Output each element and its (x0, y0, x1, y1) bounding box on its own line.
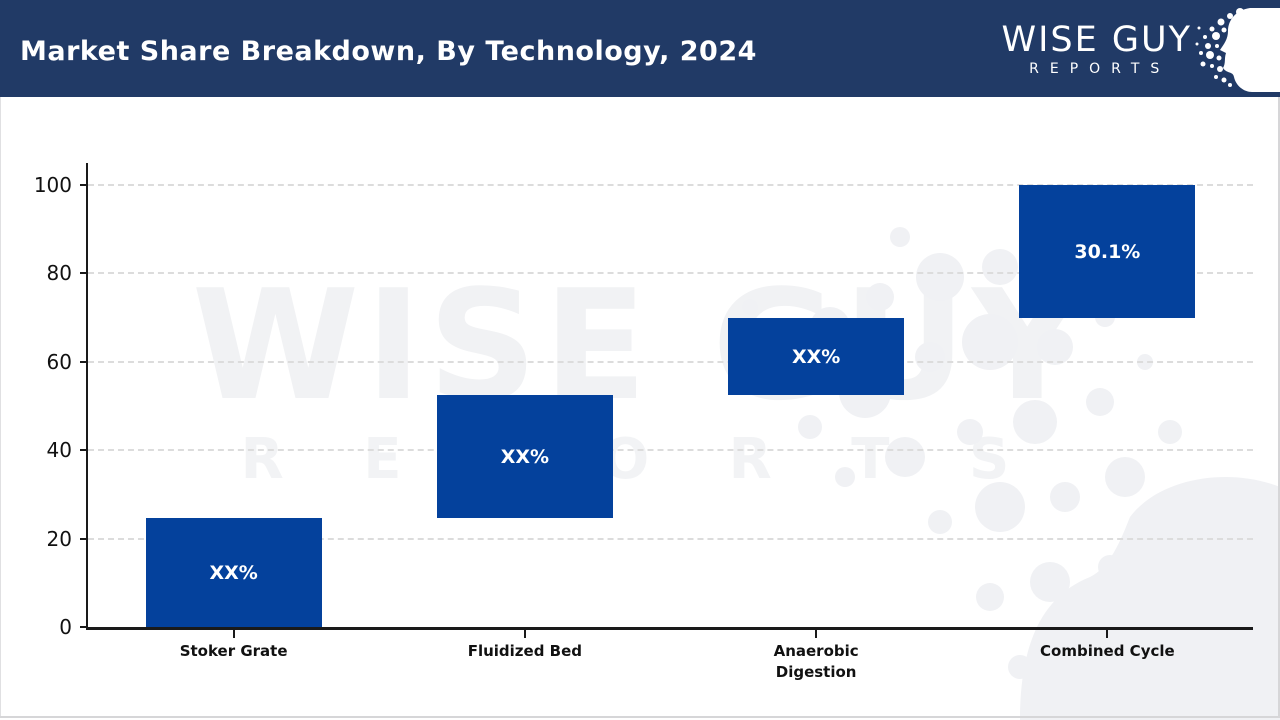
page-border-right (1278, 97, 1280, 718)
y-axis-tick-label: 60 (46, 349, 72, 374)
gridline-y100 (88, 184, 1253, 187)
logo-reports-text: REPORTS (1029, 61, 1171, 77)
y-axis-tick (80, 360, 88, 363)
bar-value-label: XX% (209, 561, 258, 584)
chart-title: Market Share Breakdown, By Technology, 2… (20, 36, 757, 67)
page-border-bottom (0, 716, 1280, 718)
y-axis-tick (80, 626, 88, 628)
gridline-y60 (88, 360, 1253, 363)
x-axis-tick (815, 630, 818, 638)
y-axis-tick (80, 449, 88, 452)
y-axis-tick-label: 80 (46, 261, 72, 286)
gridline-y20 (88, 537, 1253, 540)
logo-wordmark: WISE GUY REPORTS (1001, 21, 1192, 77)
gridline-y40 (88, 449, 1253, 452)
x-axis-line (86, 627, 1253, 630)
logo-wiseguy-text: WISE GUY (1001, 20, 1192, 60)
y-axis-tick-label: 100 (33, 173, 72, 198)
y-axis-tick (80, 272, 88, 275)
bar-value-label: XX% (500, 445, 550, 468)
x-axis-category-label: Anaerobic Digestion (773, 642, 859, 681)
wise-guy-reports-logo: WISE GUY REPORTS (1001, 6, 1280, 92)
bar-value-label: 30.1% (1074, 240, 1141, 263)
bar-anaerobic-digestion[interactable] (728, 318, 905, 396)
bar-stoker-grate[interactable] (145, 518, 322, 627)
y-axis-line (86, 163, 88, 627)
y-axis-tick-label: 20 (46, 526, 72, 551)
x-axis-category-label: Combined Cycle (1040, 642, 1175, 660)
bar-combined-cycle[interactable] (1019, 185, 1196, 319)
dotted-head-icon (1195, 8, 1280, 92)
y-axis-tick-label: 40 (46, 438, 72, 463)
y-axis-tick-label: 0 (59, 615, 72, 639)
bar-fluidized-bed[interactable] (436, 395, 613, 519)
y-axis-tick (80, 537, 88, 540)
watermark-reports-text: R E P O R T S (240, 427, 1040, 492)
bar-value-label: XX% (791, 345, 841, 368)
x-axis-tick (523, 630, 526, 638)
page-border-left (0, 97, 1, 718)
x-axis-tick (232, 630, 235, 638)
x-axis-tick (1106, 630, 1109, 638)
x-axis-category-label: Stoker Grate (179, 642, 288, 660)
gridline-y80 (88, 272, 1253, 275)
y-axis-tick (80, 184, 88, 187)
x-axis-category-label: Fluidized Bed (467, 642, 583, 660)
header-banner: Market Share Breakdown, By Technology, 2… (0, 0, 1280, 97)
chart-area: WISE GUY R E P O R T S (0, 97, 1280, 720)
